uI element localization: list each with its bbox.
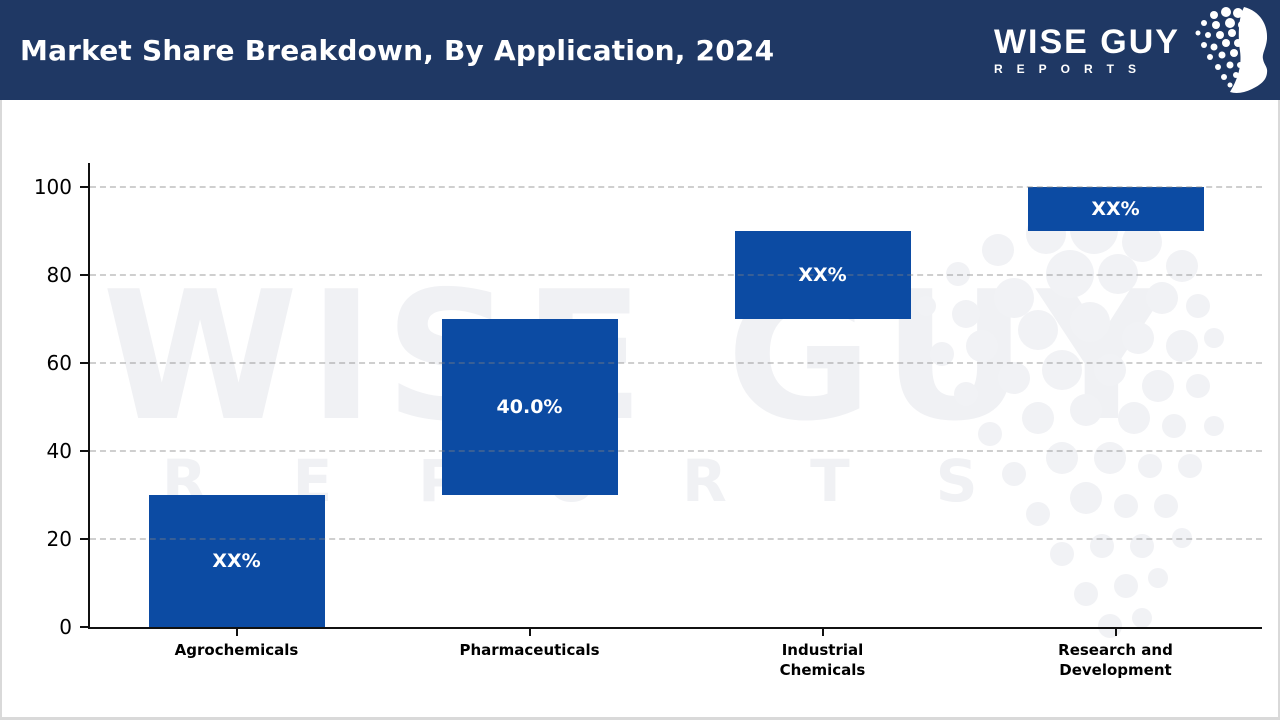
bar-segment bbox=[441, 319, 618, 495]
x-axis-tick bbox=[528, 629, 531, 636]
logo-primary-text: WISE GUY bbox=[993, 23, 1180, 61]
watermark-face-icon bbox=[916, 210, 1224, 638]
logo-secondary-text: REPORTS bbox=[993, 62, 1150, 76]
category-label: Agrochemicals bbox=[127, 640, 347, 660]
y-axis-tick bbox=[80, 626, 88, 628]
category-label: Industrial Chemicals bbox=[713, 640, 933, 680]
y-axis-tick bbox=[80, 274, 88, 276]
y-axis-tick bbox=[80, 362, 88, 364]
gridline bbox=[90, 538, 1262, 540]
bar-segment bbox=[1027, 187, 1204, 231]
category-label-text: Agrochemicals bbox=[174, 641, 299, 659]
wise-guy-logo: WISE GUY REPORTS bbox=[994, 5, 1268, 95]
gridline bbox=[90, 274, 1262, 276]
gridline bbox=[90, 186, 1262, 188]
category-label: Research and Development bbox=[1006, 640, 1226, 680]
x-axis-line bbox=[88, 627, 1262, 629]
category-label: Pharmaceuticals bbox=[420, 640, 640, 660]
y-axis-tick-label: 20 bbox=[46, 527, 72, 551]
category-label-text: Pharmaceuticals bbox=[459, 641, 600, 659]
y-axis-tick-label: 0 bbox=[59, 615, 72, 639]
wise-guy-face-logo-icon bbox=[1195, 7, 1268, 93]
bar-segment bbox=[148, 495, 325, 627]
gridline bbox=[90, 450, 1262, 452]
bar-value-label: XX% bbox=[798, 264, 847, 286]
bar-value-label: 40.0% bbox=[496, 396, 563, 418]
y-axis-line bbox=[88, 163, 90, 629]
y-axis-tick-label: 80 bbox=[46, 263, 72, 287]
chart-canvas: WISE GUY REPORTS XX%Agrochemicals40.0%Ph… bbox=[0, 100, 1280, 720]
page-title: Market Share Breakdown, By Application, … bbox=[20, 33, 775, 67]
y-axis-tick-label: 100 bbox=[33, 175, 72, 199]
y-axis-tick-label: 60 bbox=[46, 351, 72, 375]
header-bar: Market Share Breakdown, By Application, … bbox=[0, 0, 1280, 100]
y-axis-tick bbox=[80, 538, 88, 540]
bar-segment bbox=[734, 231, 911, 319]
category-label-text: Research and Development bbox=[1058, 641, 1173, 679]
x-axis-tick bbox=[235, 629, 238, 636]
bar-value-label: XX% bbox=[1091, 198, 1140, 220]
bar-value-label: XX% bbox=[212, 550, 261, 572]
y-axis-tick bbox=[80, 450, 88, 452]
logo-text: WISE GUY REPORTS bbox=[994, 24, 1180, 76]
x-axis-tick bbox=[1114, 629, 1117, 636]
y-axis-tick-label: 40 bbox=[46, 439, 72, 463]
x-axis-tick bbox=[821, 629, 824, 636]
gridline bbox=[90, 362, 1262, 364]
y-axis-tick bbox=[80, 186, 88, 188]
category-label-text: Industrial Chemicals bbox=[779, 641, 866, 679]
